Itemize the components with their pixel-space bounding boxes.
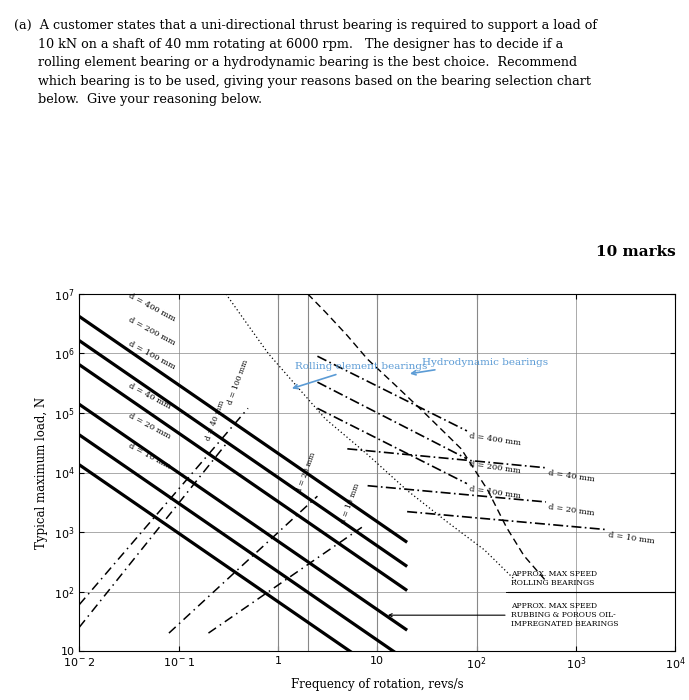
Text: d = 20 mm: d = 20 mm (127, 412, 172, 441)
Text: d = 100 mm: d = 100 mm (469, 485, 522, 500)
Text: (a)  A customer states that a uni-directional thrust bearing is required to supp: (a) A customer states that a uni-directi… (14, 20, 597, 106)
Text: d = 200 mm: d = 200 mm (469, 460, 522, 475)
Text: d = 100 mm: d = 100 mm (226, 358, 249, 406)
Text: Hydrodynamic bearings: Hydrodynamic bearings (412, 358, 548, 374)
Text: d = 100 mm: d = 100 mm (127, 340, 176, 371)
Text: d = 40 mm: d = 40 mm (204, 399, 226, 442)
Text: d = 20 mm: d = 20 mm (296, 452, 318, 493)
Text: 10 marks: 10 marks (595, 245, 675, 259)
Text: d = 40 mm: d = 40 mm (548, 469, 595, 484)
Text: d = 400 mm: d = 400 mm (127, 291, 176, 323)
Text: d = 10 mm: d = 10 mm (340, 482, 362, 525)
Y-axis label: Typical maximum load, N: Typical maximum load, N (35, 396, 48, 549)
Text: d = 10 mm: d = 10 mm (608, 531, 655, 545)
Text: APPROX. MAX SPEED
ROLLING BEARINGS: APPROX. MAX SPEED ROLLING BEARINGS (511, 570, 597, 587)
Text: APPROX. MAX SPEED
RUBBING & POROUS OIL-
IMPREGNATED BEARINGS: APPROX. MAX SPEED RUBBING & POROUS OIL- … (389, 602, 618, 629)
Text: Rolling element bearings: Rolling element bearings (294, 362, 428, 389)
X-axis label: Frequency of rotation, revs/s: Frequency of rotation, revs/s (291, 678, 464, 691)
Text: d = 400 mm: d = 400 mm (469, 432, 522, 447)
Text: d = 40 mm: d = 40 mm (127, 382, 172, 411)
Text: d = 20 mm: d = 20 mm (548, 503, 595, 518)
Text: d = 10 mm: d = 10 mm (127, 442, 172, 471)
Text: d = 200 mm: d = 200 mm (127, 316, 176, 346)
